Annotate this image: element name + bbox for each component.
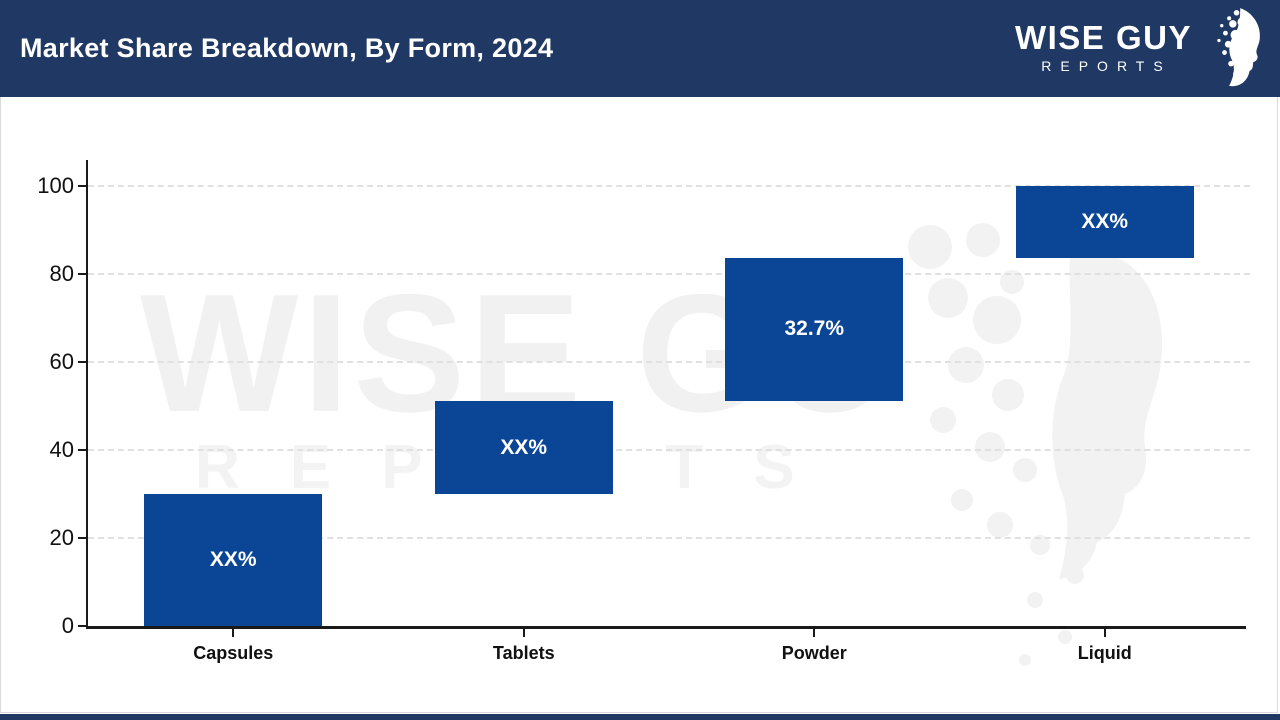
y-tick-mark-60 bbox=[78, 361, 86, 364]
y-tick-mark-40 bbox=[78, 449, 86, 452]
y-tick-mark-0 bbox=[78, 625, 86, 627]
y-axis-line bbox=[86, 160, 88, 629]
y-tick-label-0: 0 bbox=[61, 613, 74, 638]
bar-label-liquid: XX% bbox=[1081, 209, 1129, 233]
bar-tablets: XX% bbox=[434, 401, 613, 495]
gridline-20 bbox=[88, 537, 1250, 540]
y-tick-label-60: 60 bbox=[49, 349, 74, 375]
x-axis-line bbox=[86, 626, 1246, 629]
gridline-80 bbox=[88, 273, 1250, 276]
bar-powder: 32.7% bbox=[725, 257, 904, 402]
gridline-40 bbox=[88, 449, 1250, 452]
gridline-60 bbox=[88, 361, 1250, 364]
bar-capsules: XX% bbox=[144, 494, 323, 626]
bar-label-powder: 32.7% bbox=[784, 317, 845, 341]
y-tick-label-40: 40 bbox=[49, 437, 74, 463]
y-tick-label-100: 100 bbox=[37, 173, 74, 199]
gridline-100 bbox=[88, 185, 1250, 188]
logo-subtext: REPORTS bbox=[1041, 58, 1172, 74]
wiseguy-face-icon bbox=[1217, 8, 1260, 87]
x-tick-label-powder: Powder bbox=[781, 643, 847, 663]
page-title: Market Share Breakdown, By Form, 2024 bbox=[20, 33, 554, 63]
x-tick-mark-liquid bbox=[1103, 629, 1106, 637]
bar-label-capsules: XX% bbox=[209, 548, 257, 572]
waterfall-chart: WISE GU REPORTS 020406080100XX%CapsulesX… bbox=[0, 97, 1280, 713]
y-tick-mark-80 bbox=[78, 273, 86, 276]
bar-label-tablets: XX% bbox=[500, 435, 548, 459]
x-tick-label-tablets: Tablets bbox=[492, 643, 555, 663]
x-tick-label-liquid: Liquid bbox=[1077, 643, 1132, 663]
logo-text: WISE GUY REPORTS bbox=[1014, 19, 1192, 75]
y-tick-label-20: 20 bbox=[49, 525, 74, 551]
wiseguy-logo: WISE GUY REPORTS bbox=[1015, 4, 1268, 90]
x-tick-mark-tablets bbox=[522, 629, 525, 637]
header: Market Share Breakdown, By Form, 2024 WI… bbox=[0, 0, 1280, 97]
y-tick-mark-100 bbox=[78, 185, 86, 188]
x-tick-mark-capsules bbox=[232, 629, 235, 637]
y-tick-label-80: 80 bbox=[49, 261, 74, 287]
x-tick-mark-powder bbox=[813, 629, 816, 637]
logo-wordmark: WISE GUY bbox=[1014, 19, 1192, 56]
bar-liquid: XX% bbox=[1015, 186, 1194, 258]
x-tick-label-capsules: Capsules bbox=[193, 643, 274, 663]
footer-bar bbox=[0, 714, 1280, 720]
y-tick-mark-20 bbox=[78, 537, 86, 540]
